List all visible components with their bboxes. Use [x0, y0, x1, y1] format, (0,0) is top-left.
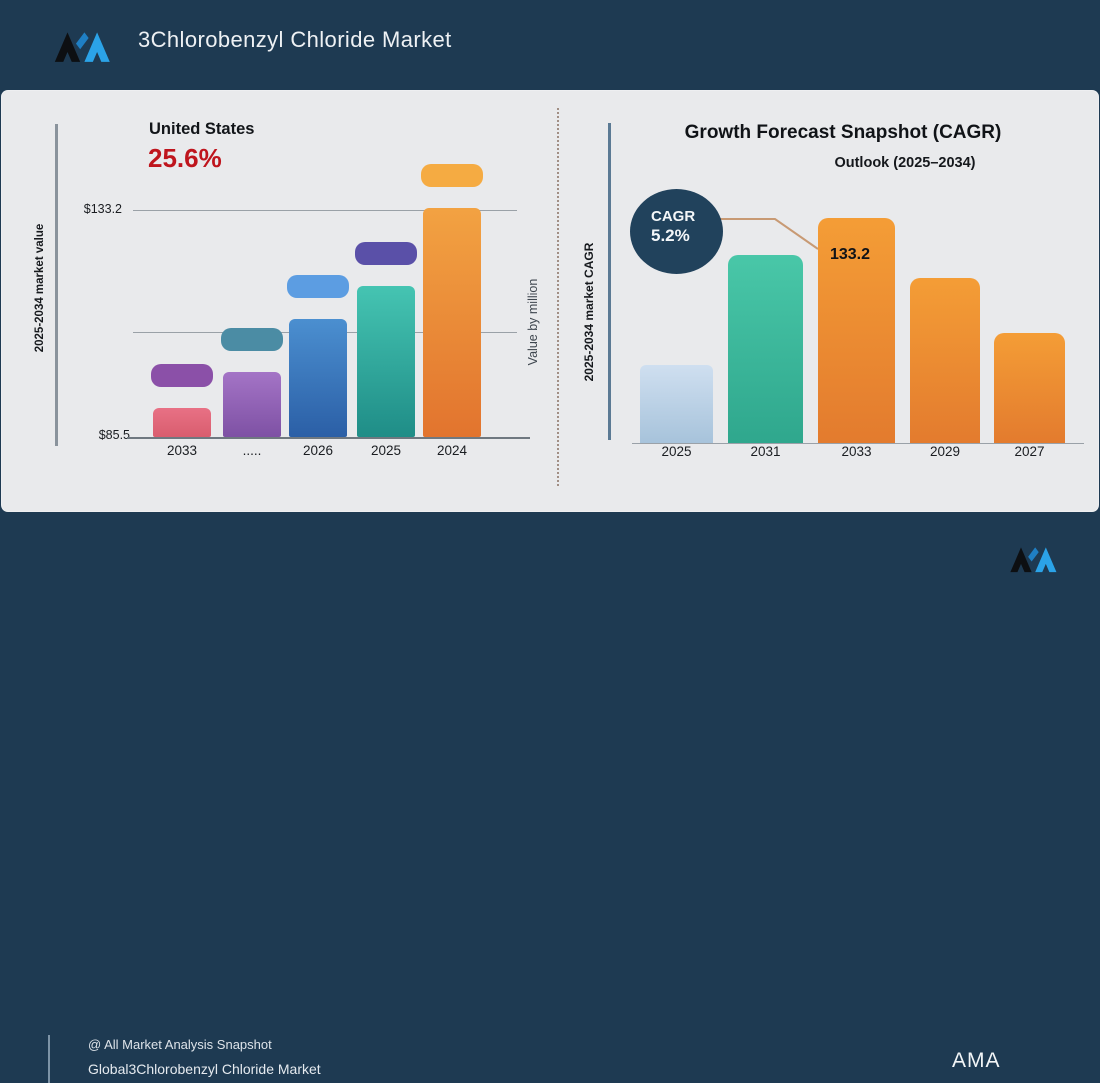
bar-cap-2033: [151, 364, 213, 388]
bar-2024: [423, 208, 481, 437]
x-label-.....: .....: [242, 443, 262, 458]
bar-2025: [357, 286, 415, 437]
right-chart-title: Growth Forecast Snapshot (CAGR): [684, 122, 1002, 143]
ama-logo-icon: [1010, 547, 1057, 573]
footer-divider-line: [48, 1035, 50, 1083]
region-label: United States: [149, 120, 255, 138]
x-label-2031: 2031: [750, 444, 781, 459]
y-tick-85: $85.5: [98, 428, 130, 442]
ama-logo-icon: [54, 32, 110, 62]
gridline-top: [133, 210, 517, 212]
x-label-2027: 2027: [1014, 444, 1045, 459]
cagr-badge-label: CAGR: [651, 208, 696, 225]
x-label-2024: 2024: [436, 443, 468, 458]
footer-brand-text: AMA: [952, 1049, 1001, 1072]
bar-.....: [223, 372, 281, 437]
bar-cap-2026: [287, 274, 349, 298]
segment-2025-light: [640, 365, 713, 443]
left-chart-baseline: [127, 437, 530, 439]
value-by-million-label: Value by million: [526, 278, 540, 366]
left-chart-y-axis-line: [55, 124, 58, 446]
right-chart-y-axis-label: 2025-2034 market CAGR: [582, 242, 596, 382]
bar-2026: [289, 318, 347, 437]
footer-report-title: Global3Chlorobenzyl Chloride Market: [88, 1061, 321, 1077]
header-bar: 3Chlorobenzyl Chloride Market: [0, 0, 1100, 90]
footer-source-text: @ All Market Analysis Snapshot: [88, 1037, 272, 1052]
segment-2027-orange: [994, 333, 1065, 443]
right-chart-y-axis-line: [608, 123, 611, 440]
footer-bar: @ All Market Analysis Snapshot Global3Ch…: [0, 512, 1100, 1083]
right-chart-subtitle: Outlook (2025–2034): [834, 155, 976, 171]
panel-divider-dotted-line: [557, 108, 559, 486]
left-chart-y-axis-label: 2025-2034 market value: [34, 223, 46, 353]
cagr-badge: CAGR 5.2%: [630, 189, 723, 274]
x-label-2026: 2026: [302, 443, 334, 458]
bar-cap-2025: [355, 242, 417, 266]
y-tick-133: $133.2: [83, 202, 122, 216]
right-chart-baseline: [632, 443, 1084, 445]
growth-percentage: 25.6%: [148, 143, 222, 173]
page-title: 3Chlorobenzyl Chloride Market: [138, 27, 452, 52]
segment-2031-teal: [728, 255, 803, 443]
x-label-2025: 2025: [370, 443, 402, 458]
x-label-2033: 2033: [841, 444, 872, 459]
bar-cap-2024: [421, 164, 483, 188]
x-label-2029: 2029: [929, 444, 961, 459]
segment-2033-orange: [818, 218, 895, 443]
x-label-2025: 2025: [661, 444, 692, 459]
bar-value-annotation: 133.2: [829, 246, 871, 263]
bar-cap-.....: [221, 328, 283, 352]
segment-2029-orange: [910, 278, 980, 443]
cagr-badge-value: 5.2%: [651, 226, 690, 245]
x-label-2033: 2033: [166, 443, 198, 458]
bar-2033: [153, 408, 211, 437]
